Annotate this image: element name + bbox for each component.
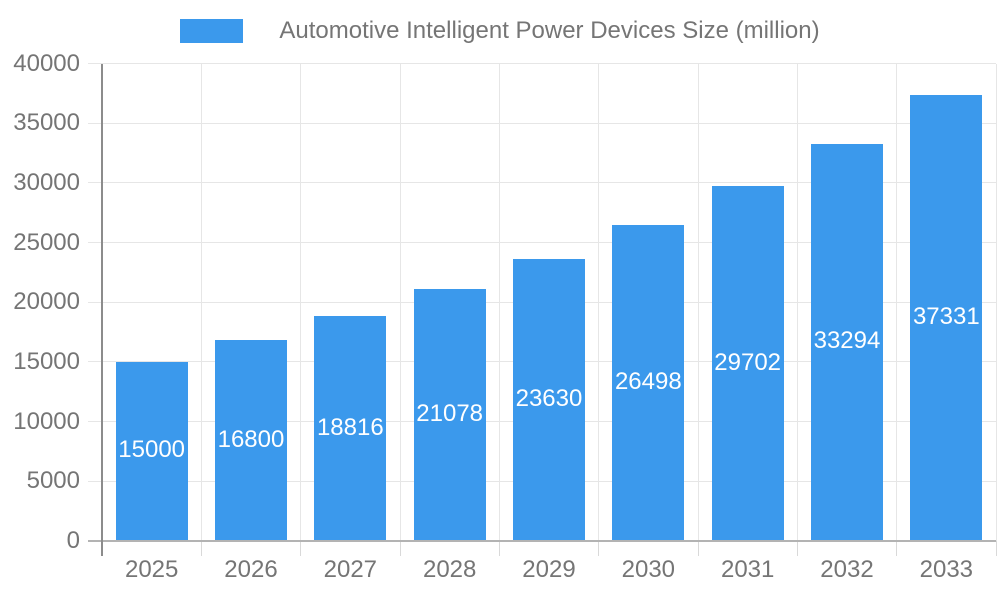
y-tick-label: 15000 [13,347,80,375]
x-tick [796,541,798,556]
x-tick [200,541,202,556]
gridline-vertical [697,63,699,541]
x-tick [598,541,600,556]
bar-value-label: 23630 [515,384,583,412]
gridline-vertical [896,63,898,541]
x-tick-label: 2031 [720,556,775,583]
gridline-vertical [598,63,600,541]
bar [413,289,486,541]
bar [711,186,784,541]
gridline-vertical [200,63,202,541]
y-tick-label: 25000 [13,228,80,256]
bar [811,143,883,541]
y-tick-label: 30000 [13,168,80,196]
y-tick-label: 0 [66,527,80,554]
bar [910,95,983,541]
bar-value-label: 29702 [714,348,782,376]
y-tick-label: 10000 [13,407,80,435]
bar-value-label: 16800 [217,425,285,453]
y-axis-line [101,63,103,556]
x-tick-label: 2026 [224,556,278,583]
legend: Automotive Intelligent Power Devices Siz… [0,17,1000,45]
x-tick-label: 2025 [124,556,179,583]
y-tick-label: 40000 [13,49,80,77]
legend-label: Automotive Intelligent Power Devices Siz… [279,17,820,44]
x-tick [995,541,997,556]
bar [215,340,287,541]
bar [115,361,188,541]
x-tick-label: 2032 [820,556,874,583]
x-tick [697,541,699,556]
x-axis-baseline [88,540,996,542]
gridline-horizontal [88,63,996,64]
bar [314,316,387,541]
y-tick-label: 5000 [26,467,80,495]
gridline-horizontal [88,182,996,184]
bar [513,258,585,541]
gridline-vertical [498,63,500,541]
gridline-vertical [995,63,997,541]
gridline-vertical [796,63,798,541]
bar-value-label: 37331 [912,303,980,331]
bar-value-label: 26498 [614,367,682,395]
x-tick [300,541,302,556]
y-tick-label: 35000 [13,109,80,137]
gridline-vertical [399,63,401,541]
gridline-horizontal [88,122,996,124]
x-tick-label: 2033 [919,556,974,583]
x-tick [399,541,401,556]
x-tick-label: 2030 [621,556,676,583]
bar [612,224,685,541]
bar-value-label: 33294 [813,327,881,355]
bar-value-label: 18816 [316,413,384,441]
x-tick-label: 2027 [323,556,378,583]
gridline-horizontal [88,242,996,244]
bar-value-label: 15000 [118,436,186,464]
y-tick-label: 20000 [13,288,80,316]
x-tick [896,541,898,556]
x-tick-label: 2029 [522,556,576,583]
legend-swatch [180,19,244,43]
x-tick [498,541,500,556]
x-tick-label: 2028 [422,556,477,583]
gridline-vertical [300,63,302,541]
bar-value-label: 21078 [416,400,484,428]
